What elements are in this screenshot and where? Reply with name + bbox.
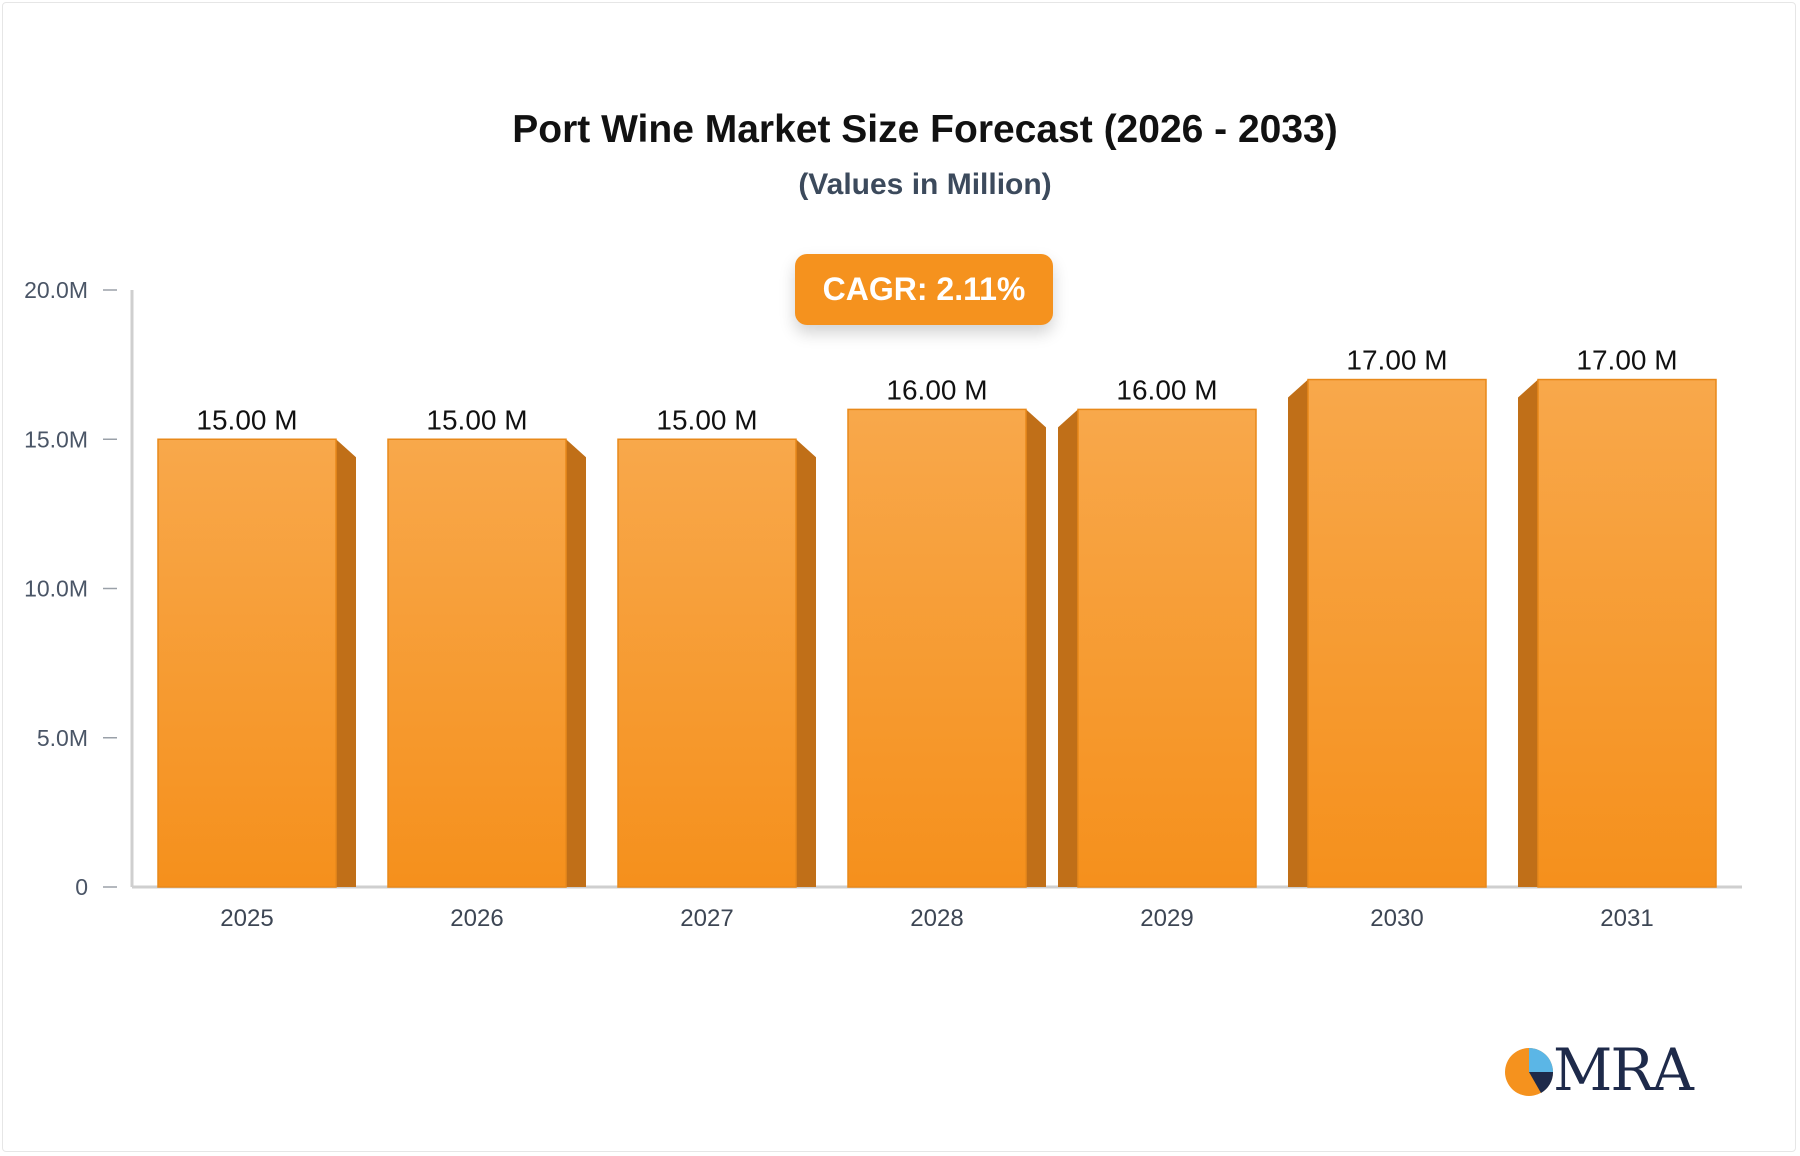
chart-title: Port Wine Market Size Forecast (2026 - 2… (512, 108, 1338, 151)
chart-subtitle: (Values in Million) (798, 168, 1052, 201)
bar-side (796, 439, 816, 887)
x-tick-label: 2028 (910, 905, 963, 932)
data-label: 15.00 M (426, 404, 527, 435)
bar (617, 438, 797, 888)
bar (387, 438, 567, 888)
labels-group: 15.00 M 2025 15.00 M 2026 15.00 M 2027 16.00 M… (196, 345, 1677, 932)
y-tick-label: 10.0M (24, 576, 88, 602)
y-tick-label: 0 (75, 874, 88, 900)
x-tick-label: 2027 (680, 905, 733, 932)
data-label: 15.00 M (196, 404, 297, 435)
bar-side (1058, 409, 1078, 887)
bar-side (1026, 409, 1046, 887)
y-tick-label: 15.0M (24, 426, 88, 452)
bar-side (1518, 379, 1538, 887)
bar-side (336, 439, 356, 887)
data-label: 17.00 M (1346, 345, 1447, 376)
y-tick-label: 20.0M (24, 277, 88, 303)
mra-logo: MRA (1505, 1035, 1695, 1105)
y-tick-label: 5.0M (37, 725, 88, 751)
x-tick-label: 2029 (1140, 905, 1193, 932)
bar (847, 408, 1027, 888)
bar (157, 438, 337, 888)
logo-pie-icon (1505, 1048, 1553, 1096)
x-tick-label: 2031 (1600, 905, 1653, 932)
x-tick-label: 2030 (1370, 905, 1423, 932)
bar (1077, 408, 1257, 888)
logo-text: MRA (1553, 1036, 1694, 1104)
bar-side (1288, 379, 1308, 887)
data-label: 15.00 M (656, 404, 757, 435)
bar (1537, 378, 1717, 888)
x-tick-label: 2026 (450, 905, 503, 932)
data-label: 17.00 M (1576, 345, 1677, 376)
bar (1307, 378, 1487, 888)
data-label: 16.00 M (1116, 374, 1217, 405)
bar-side (566, 439, 586, 887)
bars-group (157, 378, 1717, 888)
x-tick-label: 2025 (220, 905, 273, 932)
cagr-badge: CAGR: 2.11% (795, 254, 1053, 325)
data-label: 16.00 M (886, 374, 987, 405)
